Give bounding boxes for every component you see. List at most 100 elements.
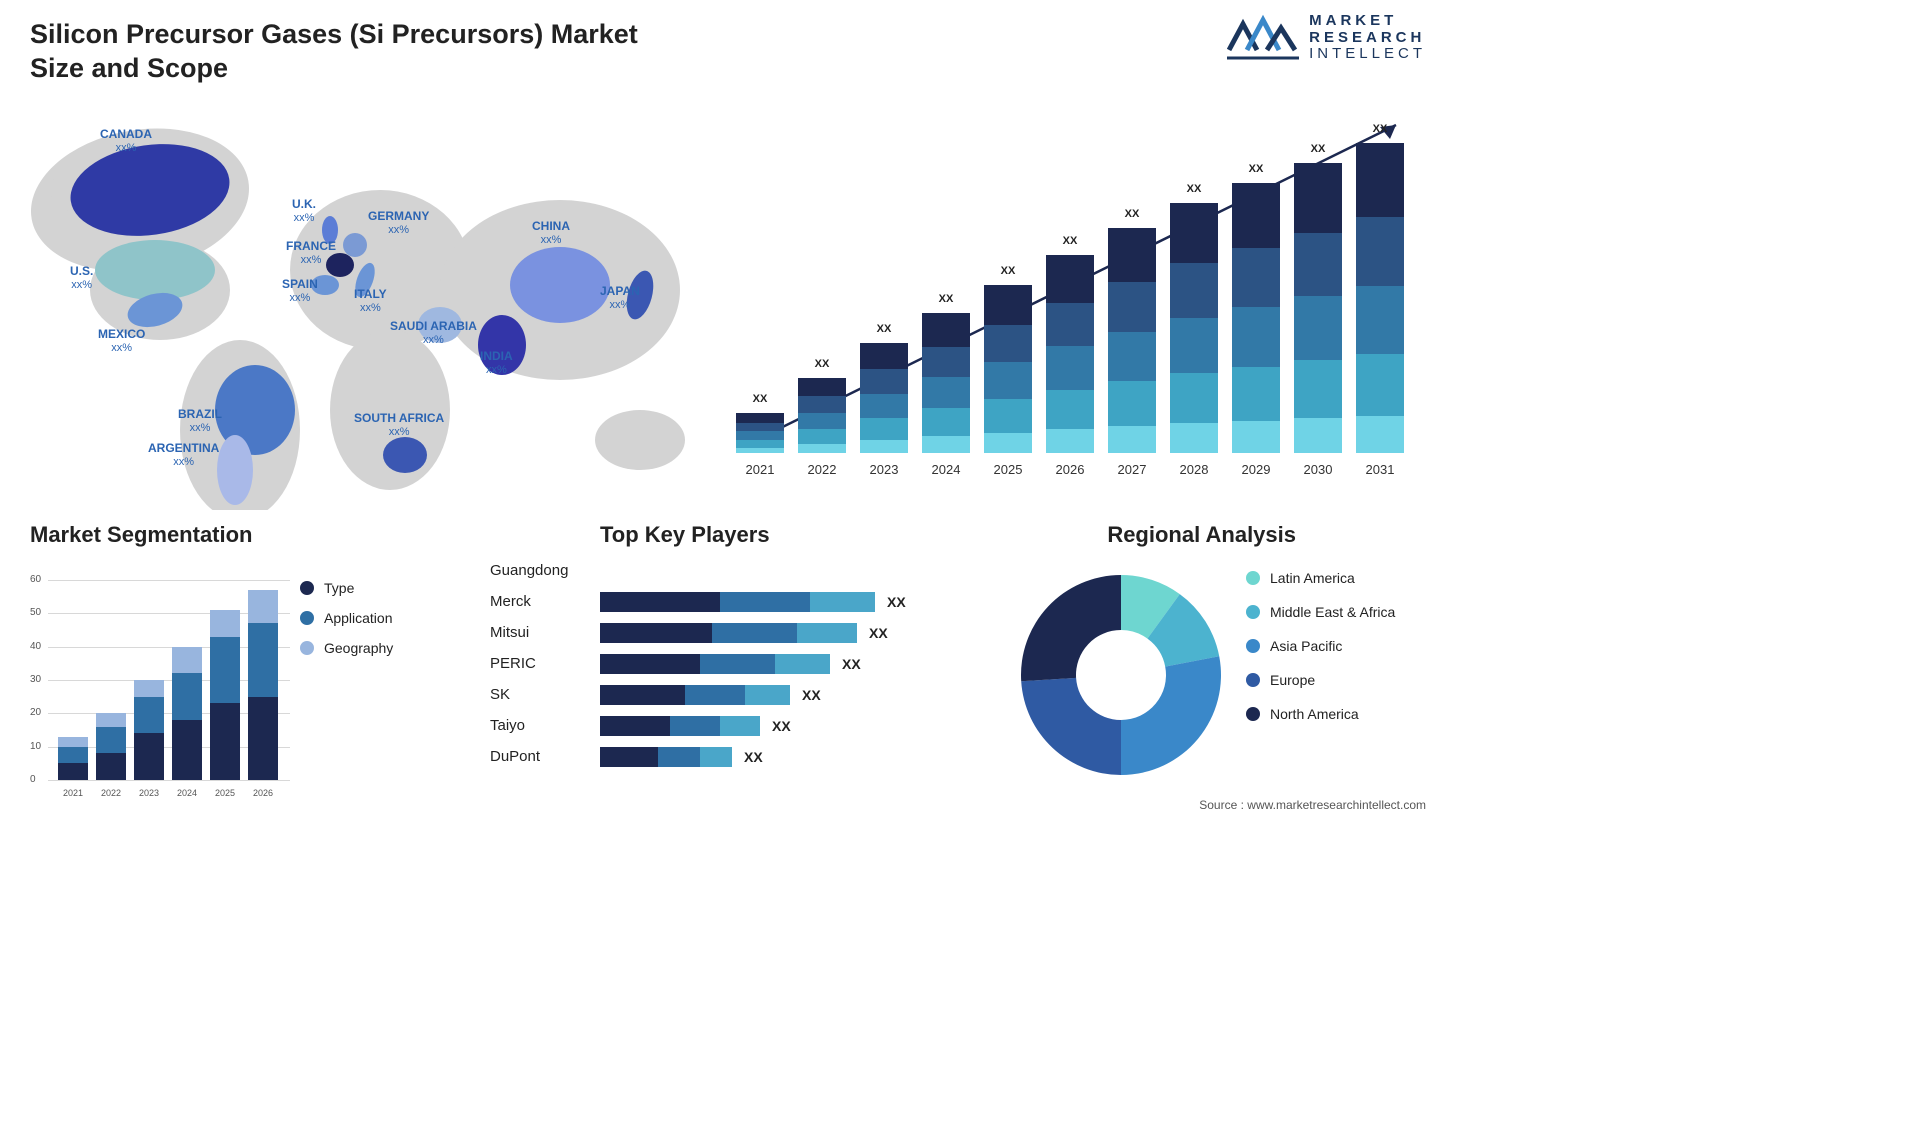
donut-svg <box>1006 560 1236 790</box>
map-label-u-s-: U.S.xx% <box>70 265 93 291</box>
player-row: XX <box>600 586 980 617</box>
source-attribution: Source : www.marketresearchintellect.com <box>1199 798 1426 812</box>
seg-segment <box>248 623 278 696</box>
bar-segment <box>1356 143 1404 217</box>
bar-segment <box>798 444 846 453</box>
logo-mark-icon <box>1227 12 1299 64</box>
bar-segment <box>1170 373 1218 423</box>
x-axis-label: 2023 <box>860 462 908 477</box>
bar-segment <box>1108 282 1156 332</box>
legend-label: Latin America <box>1270 570 1355 586</box>
y-tick-label: 60 <box>30 574 41 585</box>
map-label-india: INDIAxx% <box>480 350 513 376</box>
x-axis-label: 2026 <box>1046 462 1094 477</box>
x-axis-label: 2024 <box>172 788 202 798</box>
map-label-spain: SPAINxx% <box>282 278 318 304</box>
player-bar <box>600 654 830 674</box>
donut-slice <box>1021 575 1121 681</box>
y-tick-label: 50 <box>30 607 41 618</box>
seg-segment <box>134 697 164 734</box>
bar-segment <box>1232 421 1280 453</box>
bar-segment <box>1356 286 1404 354</box>
bar-segment <box>798 378 846 396</box>
player-bar-segment <box>775 654 830 674</box>
gridline <box>48 780 290 781</box>
market-bar-2025: XX <box>984 285 1032 453</box>
x-axis-label: 2025 <box>210 788 240 798</box>
x-axis-label: 2021 <box>736 462 784 477</box>
player-bar <box>600 623 857 643</box>
legend-label: North America <box>1270 706 1359 722</box>
seg-bar-2025 <box>210 610 240 780</box>
logo-text-1: MARKET <box>1309 13 1426 30</box>
x-axis-label: 2022 <box>798 462 846 477</box>
logo-text-3: INTELLECT <box>1309 46 1426 63</box>
world-map: CANADAxx%U.S.xx%MEXICOxx%BRAZILxx%ARGENT… <box>20 110 710 510</box>
legend-swatch <box>300 611 314 625</box>
legend-item: Latin America <box>1246 570 1426 586</box>
player-label: PERIC <box>490 648 568 679</box>
player-bar <box>600 592 875 612</box>
seg-segment <box>210 637 240 704</box>
bar-segment <box>1294 360 1342 418</box>
map-label-argentina: ARGENTINAxx% <box>148 442 219 468</box>
bar-segment <box>1108 228 1156 282</box>
seg-segment <box>58 737 88 747</box>
seg-segment <box>210 610 240 637</box>
legend-label: Middle East & Africa <box>1270 604 1395 620</box>
regional-heading: Regional Analysis <box>1107 522 1296 548</box>
player-bar-segment <box>600 654 700 674</box>
bar-segment <box>736 423 784 432</box>
x-axis-label: 2025 <box>984 462 1032 477</box>
bar-segment <box>860 418 908 440</box>
bar-value-label: XX <box>1108 208 1156 220</box>
bar-segment <box>1232 367 1280 421</box>
x-axis-label: 2022 <box>96 788 126 798</box>
y-tick-label: 0 <box>30 774 36 785</box>
market-size-chart: XXXXXXXXXXXXXXXXXXXXXX 20212022202320242… <box>736 115 1416 485</box>
player-label: SK <box>490 679 568 710</box>
market-bar-2031: XX <box>1356 143 1404 453</box>
bar-segment <box>1108 426 1156 453</box>
regional-legend: Latin America Middle East & Africa Asia Pa… <box>1246 570 1426 740</box>
player-value: XX <box>744 749 763 765</box>
x-axis-label: 2028 <box>1170 462 1218 477</box>
bar-segment <box>736 448 784 453</box>
bar-value-label: XX <box>1232 163 1280 175</box>
donut-slice <box>1121 656 1221 775</box>
market-bar-2027: XX <box>1108 228 1156 453</box>
legend-item: Asia Pacific <box>1246 638 1426 654</box>
player-bar-segment <box>685 685 745 705</box>
bar-value-label: XX <box>1294 143 1342 155</box>
player-row: XX <box>600 710 980 741</box>
bar-segment <box>1046 346 1094 390</box>
player-bar-segment <box>600 623 712 643</box>
player-bar-segment <box>700 654 775 674</box>
bar-segment <box>798 429 846 444</box>
seg-segment <box>134 733 164 780</box>
map-label-mexico: MEXICOxx% <box>98 328 145 354</box>
bar-value-label: XX <box>798 358 846 370</box>
player-bar-segment <box>600 592 720 612</box>
map-label-japan: JAPANxx% <box>600 285 640 311</box>
bar-segment <box>922 347 970 378</box>
seg-bar-2022 <box>96 713 126 780</box>
player-value: XX <box>887 594 906 610</box>
player-bar <box>600 685 790 705</box>
seg-segment <box>96 753 126 780</box>
y-tick-label: 20 <box>30 707 41 718</box>
legend-item: Middle East & Africa <box>1246 604 1426 620</box>
bar-value-label: XX <box>984 265 1032 277</box>
player-bar-segment <box>700 747 732 767</box>
map-label-germany: GERMANYxx% <box>368 210 429 236</box>
bar-segment <box>1294 163 1342 233</box>
legend-label: Geography <box>324 640 393 656</box>
bar-segment <box>1170 318 1218 373</box>
seg-segment <box>172 673 202 720</box>
seg-segment <box>210 703 240 780</box>
player-bar-segment <box>712 623 797 643</box>
player-value: XX <box>869 625 888 641</box>
legend-swatch <box>1246 605 1260 619</box>
segmentation-chart: 0102030405060 202120222023202420252026 <box>30 560 290 800</box>
market-bar-2022: XX <box>798 378 846 453</box>
